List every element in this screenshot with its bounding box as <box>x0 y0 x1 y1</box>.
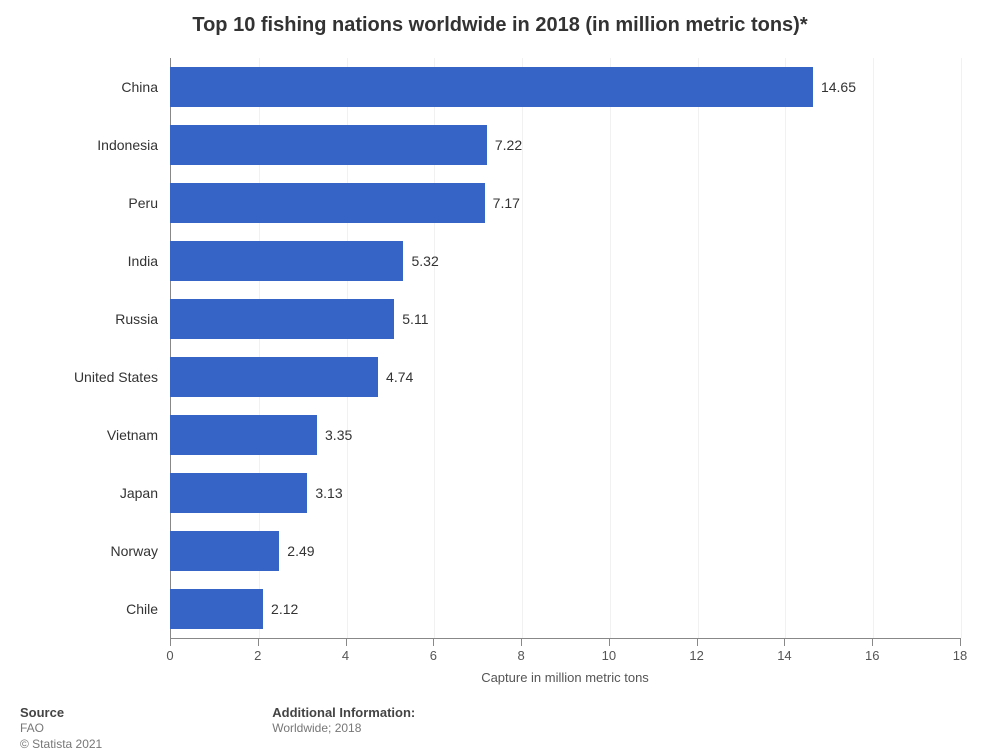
bar-value-label: 3.35 <box>325 427 352 443</box>
x-axis-title: Capture in million metric tons <box>481 670 649 685</box>
chart-container: Top 10 fishing nations worldwide in 2018… <box>0 0 1000 743</box>
x-tick-label: 6 <box>430 648 437 663</box>
x-tick-label: 10 <box>602 648 616 663</box>
source-line: FAO <box>20 720 102 736</box>
bar-value-label: 2.12 <box>271 601 298 617</box>
bar-value-label: 14.65 <box>821 79 856 95</box>
source-line: © Statista 2021 <box>20 736 102 752</box>
gridline <box>785 58 786 638</box>
x-tick-label: 2 <box>254 648 261 663</box>
category-label: Chile <box>20 601 158 617</box>
info-block: Additional Information: Worldwide; 2018 <box>272 705 415 752</box>
bar <box>170 357 378 397</box>
bar-value-label: 5.11 <box>402 311 428 327</box>
bar <box>170 531 279 571</box>
x-tick-label: 16 <box>865 648 879 663</box>
category-label: United States <box>20 369 158 385</box>
category-label: Norway <box>20 543 158 559</box>
bar-value-label: 4.74 <box>386 369 413 385</box>
category-label: Japan <box>20 485 158 501</box>
category-label: Peru <box>20 195 158 211</box>
source-block: Source FAO© Statista 2021 <box>20 705 102 752</box>
bar <box>170 299 394 339</box>
bar <box>170 125 487 165</box>
x-tick-label: 8 <box>517 648 524 663</box>
x-tick-label: 14 <box>777 648 791 663</box>
bar <box>170 473 307 513</box>
bar <box>170 183 485 223</box>
category-label: Indonesia <box>20 137 158 153</box>
bar <box>170 589 263 629</box>
gridline <box>610 58 611 638</box>
x-tick-label: 4 <box>342 648 349 663</box>
chart-wrap: 0 2 4 6 8 10 12 14 16 18 Capture in million metric… <box>20 43 980 698</box>
x-tick-label: 12 <box>689 648 703 663</box>
bar-value-label: 5.32 <box>411 253 438 269</box>
category-label: India <box>20 253 158 269</box>
bar <box>170 67 813 107</box>
x-tick-label: 18 <box>953 648 967 663</box>
category-label: Vietnam <box>20 427 158 443</box>
chart: 0 2 4 6 8 10 12 14 16 18 Capture in million metric… <box>20 43 980 698</box>
gridline <box>522 58 523 638</box>
x-tick-label: 0 <box>166 648 173 663</box>
bar-value-label: 2.49 <box>287 543 314 559</box>
source-head: Source <box>20 705 102 720</box>
category-label: Russia <box>20 311 158 327</box>
gridline <box>961 58 962 638</box>
bar-value-label: 7.22 <box>495 137 522 153</box>
chart-title: Top 10 fishing nations worldwide in 2018… <box>0 0 1000 43</box>
bar <box>170 415 317 455</box>
chart-footer: Source FAO© Statista 2021 Additional Inf… <box>20 705 415 752</box>
bar <box>170 241 403 281</box>
info-line: Worldwide; 2018 <box>272 720 415 736</box>
bar-value-label: 7.17 <box>493 195 520 211</box>
gridline <box>873 58 874 638</box>
category-label: China <box>20 79 158 95</box>
gridline <box>698 58 699 638</box>
bar-value-label: 3.13 <box>315 485 342 501</box>
info-head: Additional Information: <box>272 705 415 720</box>
